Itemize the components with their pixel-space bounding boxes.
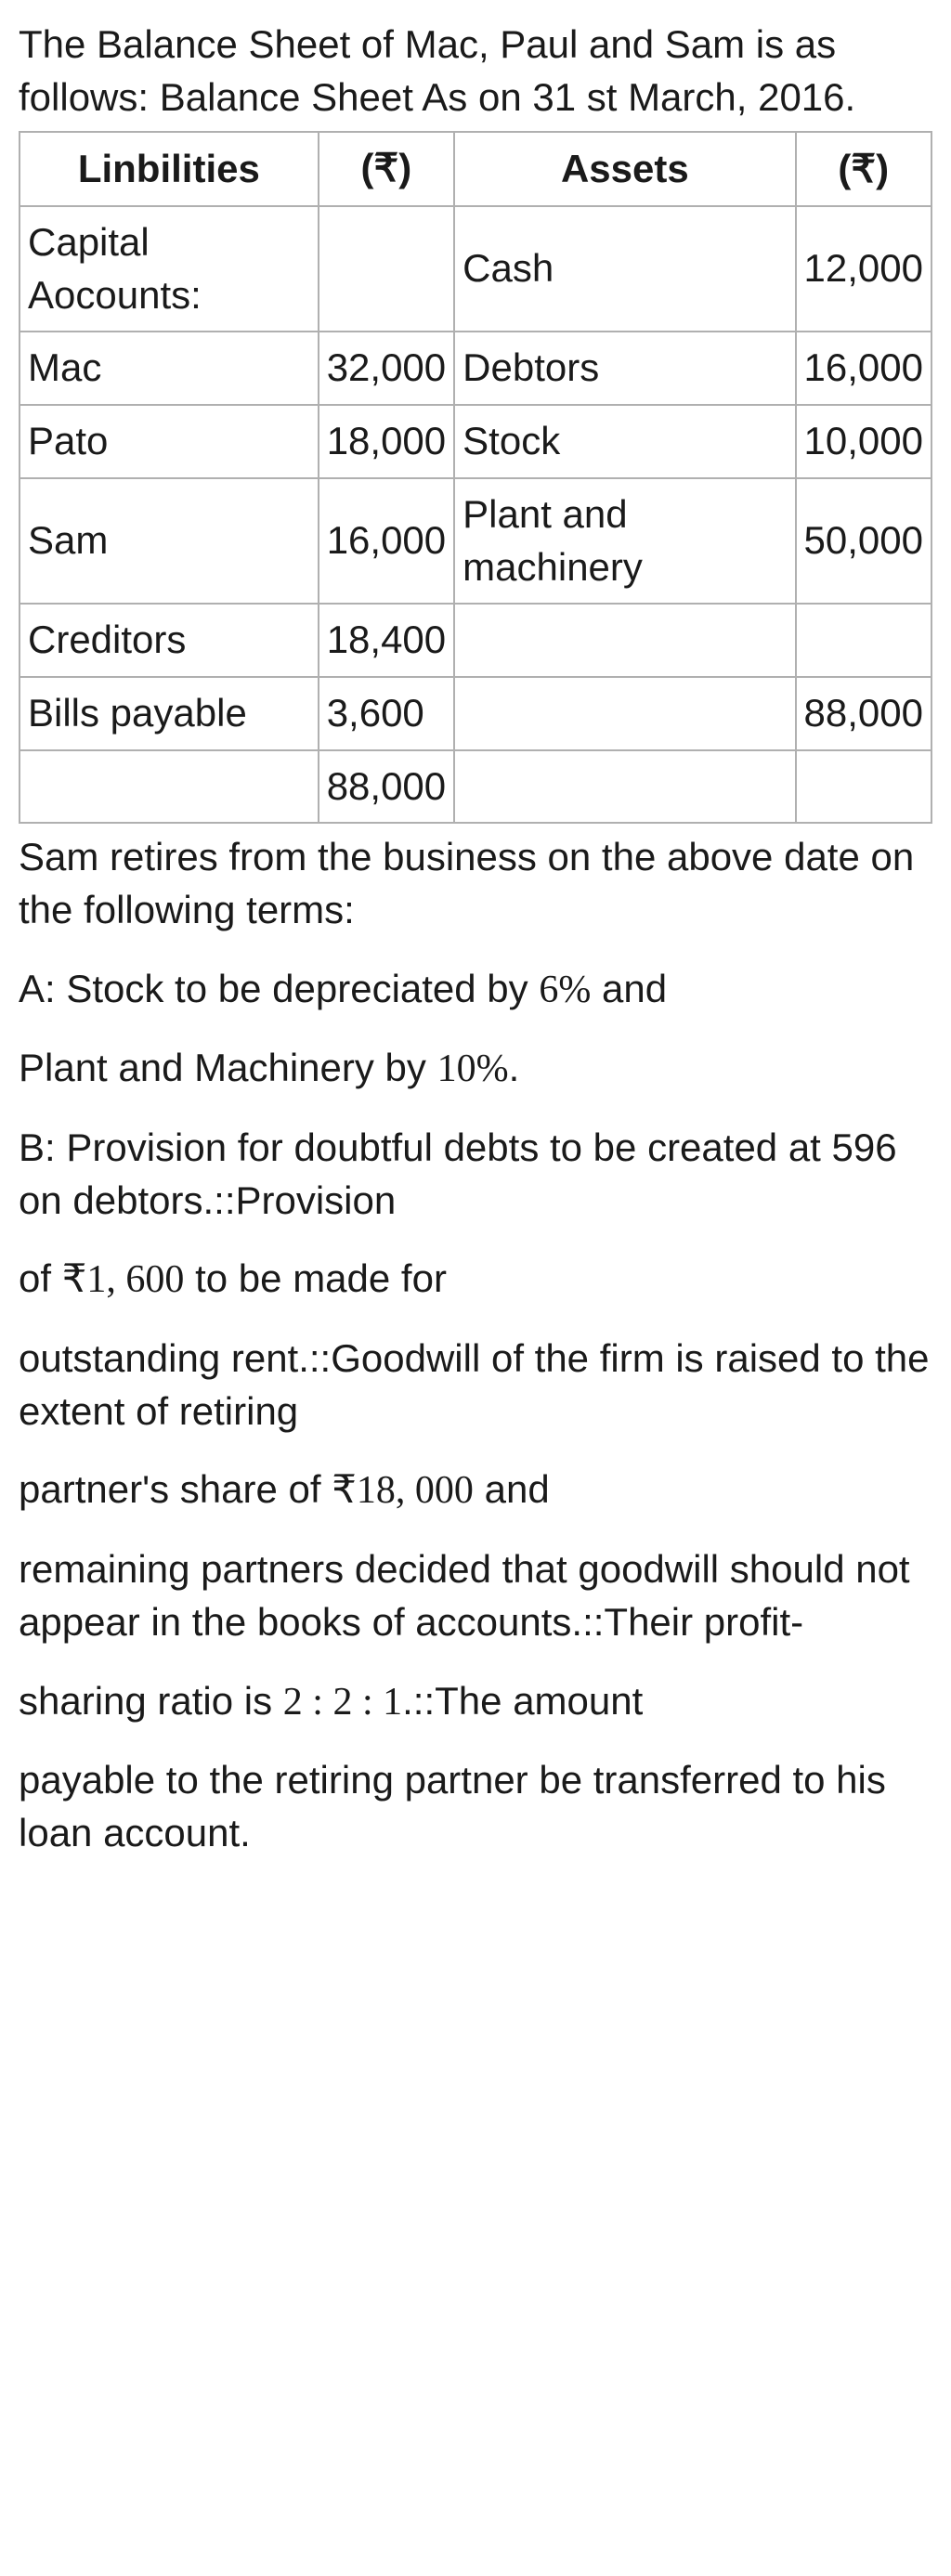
paragraph: Sam retires from the business on the abo… xyxy=(19,831,932,936)
cell: Mac xyxy=(20,332,319,405)
table-header-row: Linbilities (₹) Assets (₹) xyxy=(20,132,931,206)
math-run: 6% xyxy=(539,969,591,1011)
th-liabilities: Linbilities xyxy=(20,132,319,206)
cell: 16,000 xyxy=(796,332,931,405)
cell: 88,000 xyxy=(796,677,931,750)
math-run: 2 : 2 : 1 xyxy=(283,1681,402,1724)
cell xyxy=(796,604,931,677)
cell: Pato xyxy=(20,405,319,478)
paragraph: payable to the retiring partner be trans… xyxy=(19,1754,932,1859)
cell: 3,600 xyxy=(319,677,454,750)
cell: Creditors xyxy=(20,604,319,677)
cell: 10,000 xyxy=(796,405,931,478)
table-row: Pato 18,000 Stock 10,000 xyxy=(20,405,931,478)
th-amount-liab: (₹) xyxy=(319,132,454,206)
balance-sheet-table: Linbilities (₹) Assets (₹) Capital Aocou… xyxy=(19,131,932,824)
paragraph: of ₹1, 600 to be made for xyxy=(19,1253,932,1307)
table-row: 88,000 xyxy=(20,750,931,824)
text-run: and xyxy=(474,1467,550,1511)
table-body: Capital Aocounts: Cash 12,000 Mac 32,000… xyxy=(20,206,931,823)
cell: 18,400 xyxy=(319,604,454,677)
text-run: sharing ratio is xyxy=(19,1679,283,1723)
cell: 50,000 xyxy=(796,478,931,604)
rupee-symbol: ₹ xyxy=(374,148,399,190)
table-row: Bills payable 3,600 88,000 xyxy=(20,677,931,750)
cell: Sam xyxy=(20,478,319,604)
cell xyxy=(454,750,795,824)
text-run: Plant and Machinery by xyxy=(19,1046,437,1089)
text-run: . xyxy=(509,1046,520,1089)
cell: Plant and machinery xyxy=(454,478,795,604)
paragraph: outstanding rent.::Goodwill of the firm … xyxy=(19,1333,932,1438)
cell: 32,000 xyxy=(319,332,454,405)
body-text: Sam retires from the business on the abo… xyxy=(19,831,932,1859)
paragraph: sharing ratio is 2 : 2 : 1.::The amount xyxy=(19,1675,932,1729)
cell: 18,000 xyxy=(319,405,454,478)
text-run: partner's share of xyxy=(19,1467,332,1511)
cell: 12,000 xyxy=(796,206,931,332)
text-run: to be made for xyxy=(184,1256,447,1300)
math-run: ₹18, 000 xyxy=(332,1469,474,1512)
cell xyxy=(20,750,319,824)
th-assets: Assets xyxy=(454,132,795,206)
text-run: and xyxy=(591,967,667,1010)
table-row: Mac 32,000 Debtors 16,000 xyxy=(20,332,931,405)
cell: Cash xyxy=(454,206,795,332)
paragraph: B: Provision for doubtful debts to be cr… xyxy=(19,1122,932,1227)
cell: 16,000 xyxy=(319,478,454,604)
cell xyxy=(796,750,931,824)
cell: 88,000 xyxy=(319,750,454,824)
intro-text: The Balance Sheet of Mac, Paul and Sam i… xyxy=(19,19,932,124)
paragraph: Plant and Machinery by 10%. xyxy=(19,1042,932,1096)
cell: Bills payable xyxy=(20,677,319,750)
cell xyxy=(454,677,795,750)
text-run: .::The amount xyxy=(402,1679,643,1723)
paragraph: partner's share of ₹18, 000 and xyxy=(19,1464,932,1517)
th-amount-assets: (₹) xyxy=(796,132,931,206)
math-run: 10% xyxy=(437,1047,509,1090)
table-row: Capital Aocounts: Cash 12,000 xyxy=(20,206,931,332)
cell: Capital Aocounts: xyxy=(20,206,319,332)
cell xyxy=(454,604,795,677)
table-row: Creditors 18,400 xyxy=(20,604,931,677)
cell xyxy=(319,206,454,332)
math-run: ₹1, 600 xyxy=(62,1258,185,1301)
cell: Stock xyxy=(454,405,795,478)
cell: Debtors xyxy=(454,332,795,405)
table-row: Sam 16,000 Plant and machinery 50,000 xyxy=(20,478,931,604)
paren-open: ( xyxy=(361,146,374,189)
text-run: A: Stock to be depreciated by xyxy=(19,967,539,1010)
paragraph: remaining partners decided that goodwill… xyxy=(19,1543,932,1648)
text-run: of xyxy=(19,1256,62,1300)
paren-close: ) xyxy=(398,146,411,189)
paragraph: A: Stock to be depreciated by 6% and xyxy=(19,963,932,1017)
